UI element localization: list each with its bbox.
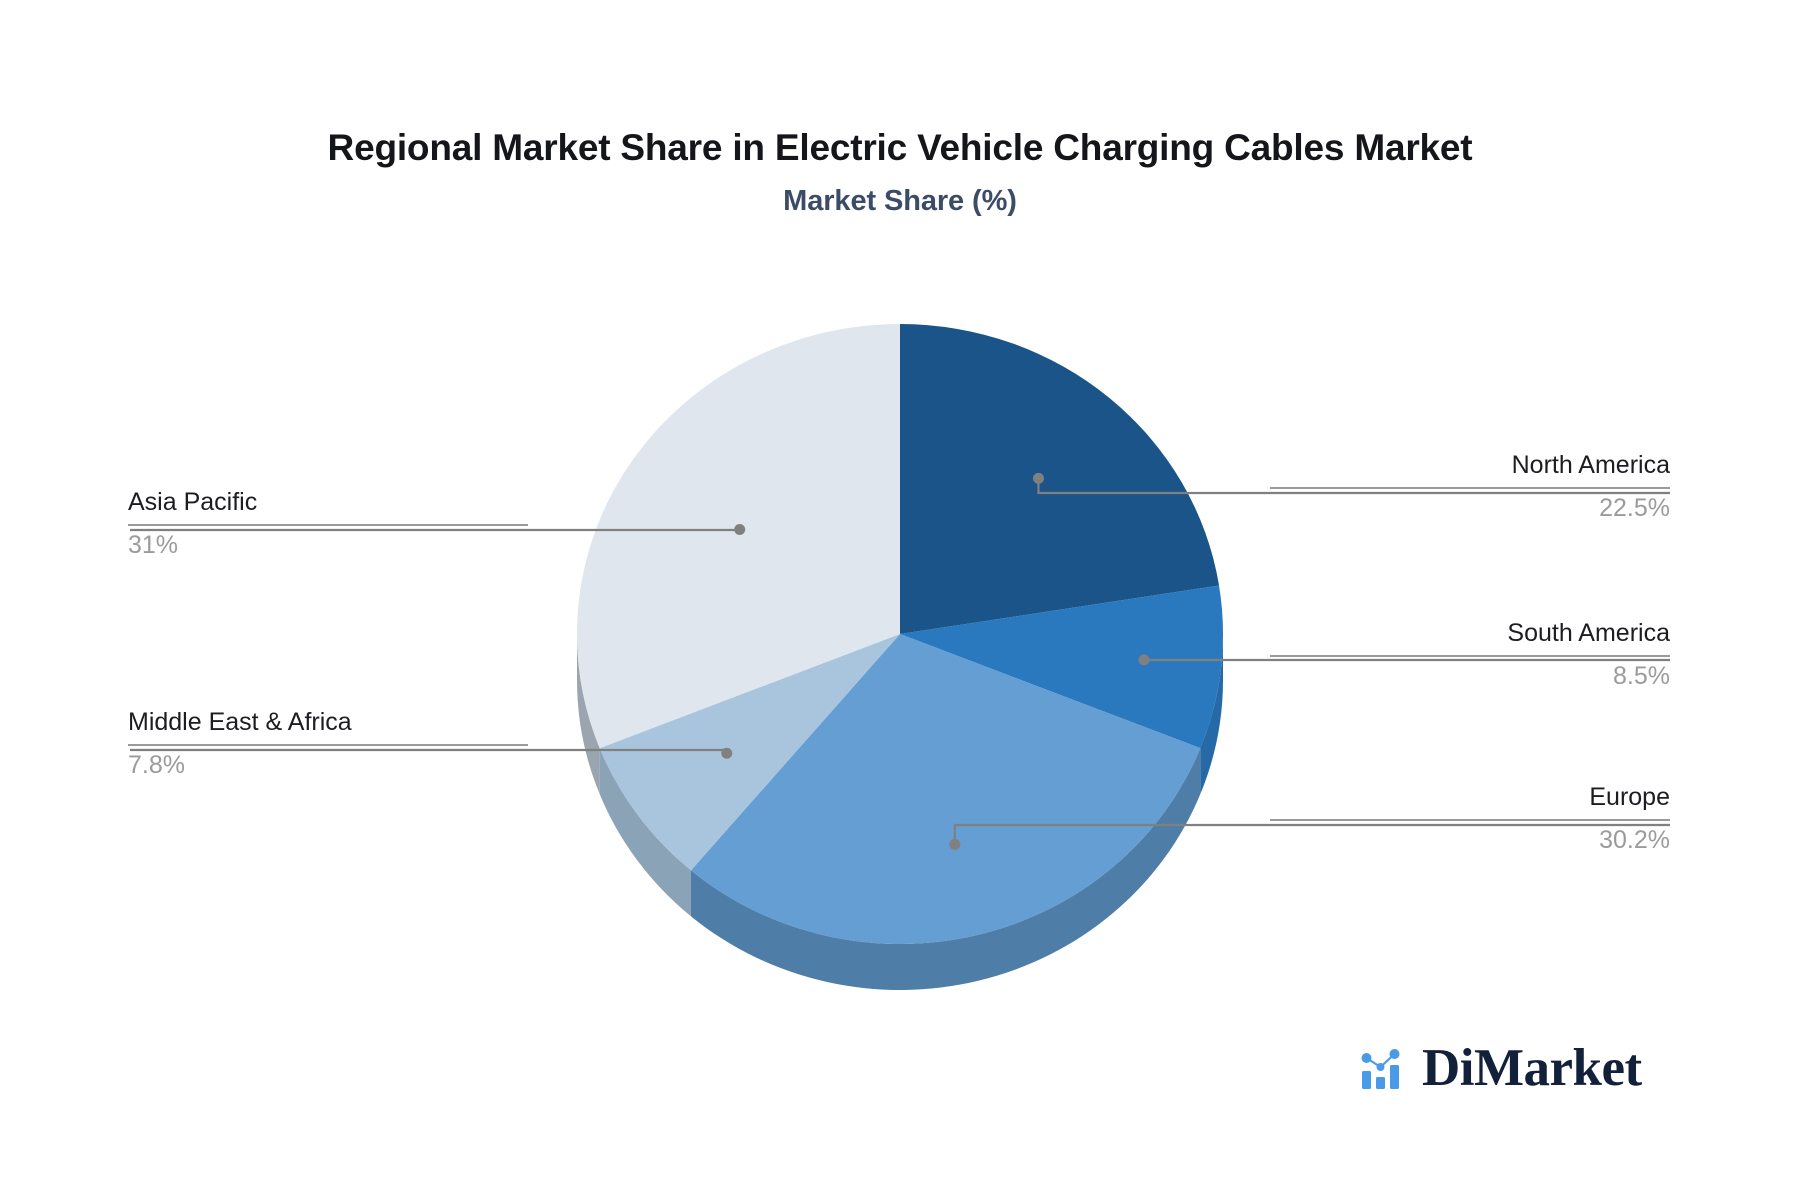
pie-slice-side <box>577 634 600 795</box>
pie-slice-asia-pacific[interactable] <box>577 324 900 749</box>
leader-anchor-dot <box>949 839 961 851</box>
pie-slice-north-america[interactable] <box>900 324 1220 634</box>
callout-rule <box>1270 819 1670 821</box>
leader-anchor-dot <box>1032 472 1044 484</box>
leader-anchor-dot <box>734 523 746 535</box>
callout-rule <box>128 524 528 526</box>
bar-chart-icon <box>1361 1049 1400 1089</box>
callout-rule <box>1270 655 1670 657</box>
callout-value: 31% <box>128 531 179 559</box>
callout-label: South America <box>1507 619 1670 647</box>
callout-asia-pacific: Asia Pacific 31% <box>128 487 528 560</box>
pie-slice-side <box>599 748 692 917</box>
chart-title: Regional Market Share in Electric Vehicl… <box>327 127 1473 168</box>
callout-south-america: South America 8.5% <box>1270 618 1670 691</box>
brand-name: DiMarket <box>1422 1038 1642 1097</box>
callout-rule <box>1270 487 1670 489</box>
leader-anchor-dot <box>1138 654 1150 666</box>
callout-value: 8.5% <box>1613 662 1670 690</box>
leader-anchor-dot <box>721 747 733 759</box>
chart-subtitle: Market Share (%) <box>783 185 1017 217</box>
callout-label: Europe <box>1589 783 1670 811</box>
callout-europe: Europe 30.2% <box>1270 782 1670 855</box>
brand-logo: DiMarket <box>1360 1036 1642 1100</box>
leader-lines <box>130 472 1670 851</box>
callout-middle-east-africa: Middle East & Africa 7.8% <box>128 707 528 780</box>
pie-slice-middle-east-africa[interactable] <box>599 634 900 871</box>
callout-label: North America <box>1511 451 1670 479</box>
pie-depth-layer <box>577 634 1223 990</box>
pie-slice-south-america[interactable] <box>900 585 1223 749</box>
pie-slice-europe[interactable] <box>691 634 1201 944</box>
callout-label: Asia Pacific <box>128 488 258 516</box>
leader-line <box>953 823 1670 845</box>
callout-rule <box>128 744 528 746</box>
pie-slices <box>577 324 1223 944</box>
callout-value: 7.8% <box>128 751 185 779</box>
callout-value: 30.2% <box>1599 826 1670 854</box>
pie-slice-side <box>1200 634 1223 795</box>
pie-slice-side <box>691 748 1201 990</box>
callout-north-america: North America 22.5% <box>1270 450 1670 523</box>
callout-label: Middle East & Africa <box>128 708 352 736</box>
callout-value: 22.5% <box>1599 494 1670 522</box>
